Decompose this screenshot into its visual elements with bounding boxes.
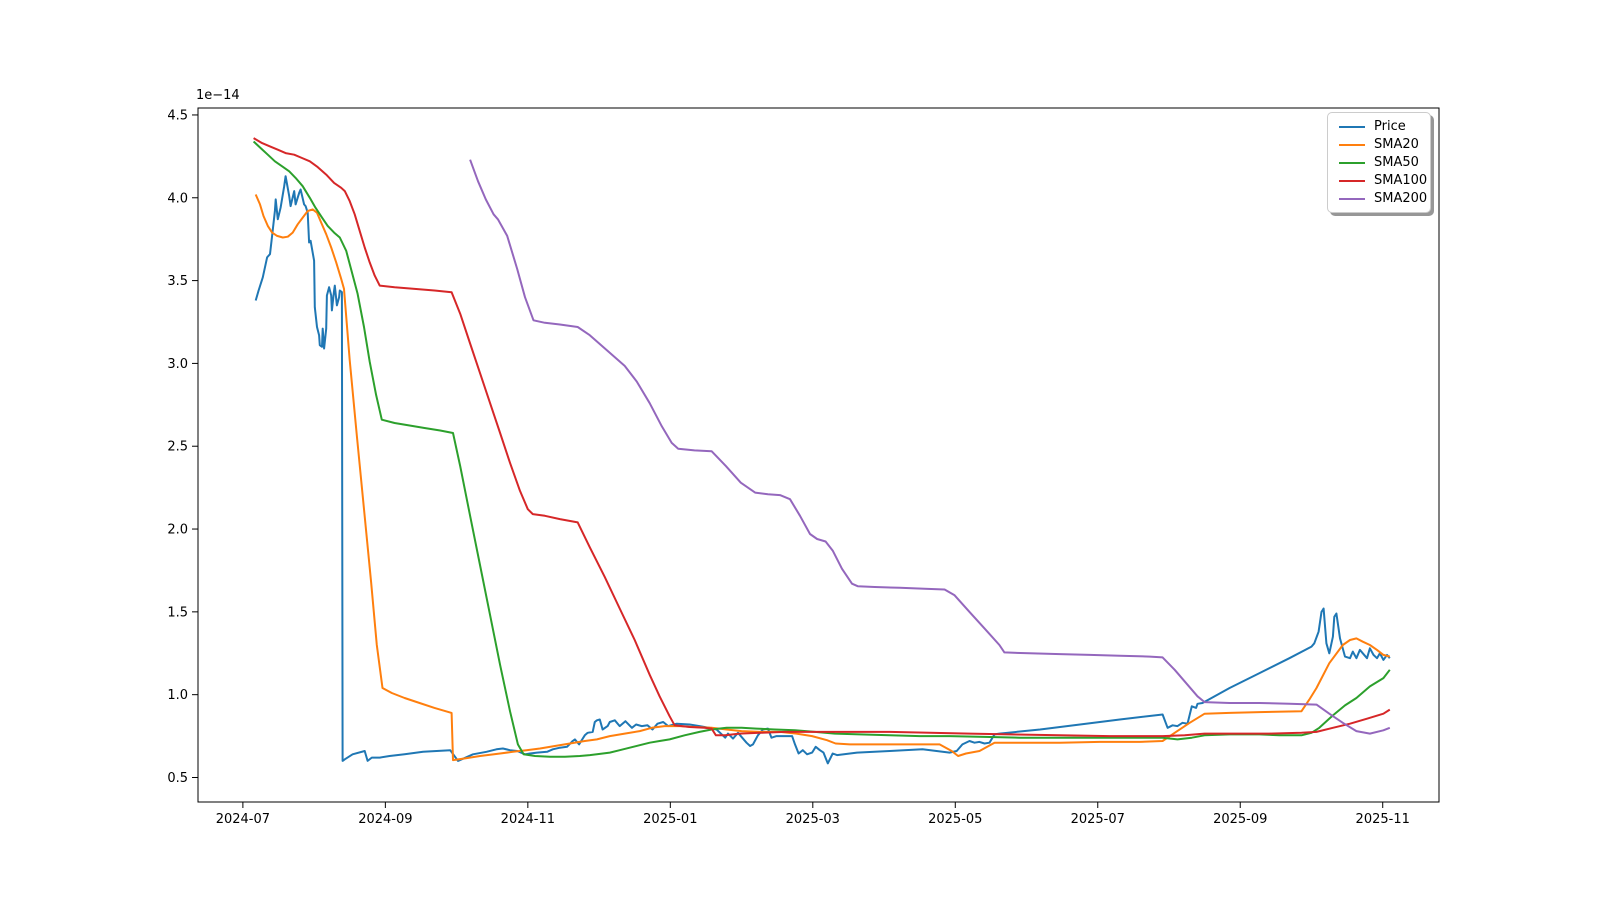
y-tick-label: 2.5 bbox=[167, 440, 188, 455]
series-line-price bbox=[254, 175, 1391, 765]
x-tick-label: 2024-11 bbox=[501, 812, 555, 827]
legend-entry-sma20: SMA20 bbox=[1339, 136, 1430, 153]
x-tick-label: 2024-09 bbox=[358, 812, 412, 827]
x-tick-label: 2025-09 bbox=[1213, 812, 1267, 827]
x-tick-label: 2025-07 bbox=[1071, 812, 1125, 827]
legend-label-price: Price bbox=[1374, 119, 1406, 134]
y-tick-label: 1.5 bbox=[167, 605, 188, 620]
plot-area-border bbox=[197, 107, 1440, 803]
series-line-sma20 bbox=[254, 194, 1391, 762]
legend-line-sample-price bbox=[1339, 125, 1365, 128]
legend-line-sample-sma50 bbox=[1339, 161, 1365, 164]
legend-line-sample-sma100 bbox=[1339, 179, 1365, 182]
legend-entry-sma50: SMA50 bbox=[1339, 154, 1430, 171]
y-tick-label: 4.5 bbox=[167, 108, 188, 123]
y-axis-offset-label: 1e−14 bbox=[196, 88, 240, 103]
legend-entry-sma200: SMA200 bbox=[1339, 190, 1430, 207]
legend-label-sma100: SMA100 bbox=[1374, 173, 1428, 188]
legend-label-sma20: SMA20 bbox=[1374, 137, 1419, 152]
legend-entry-price: Price bbox=[1339, 118, 1430, 135]
x-tick-label: 2025-11 bbox=[1356, 812, 1410, 827]
legend-entry-sma100: SMA100 bbox=[1339, 172, 1430, 189]
legend: Price SMA20 SMA50 SMA100 SMA200 bbox=[1327, 112, 1431, 213]
x-tick-label: 2025-05 bbox=[928, 812, 982, 827]
y-tick-label: 3.0 bbox=[167, 357, 188, 372]
x-tick-label: 2024-07 bbox=[216, 812, 270, 827]
legend-line-sample-sma200 bbox=[1339, 197, 1365, 200]
y-tick-label: 2.0 bbox=[167, 523, 188, 538]
x-tick-label: 2025-01 bbox=[643, 812, 697, 827]
y-tick-label: 4.0 bbox=[167, 191, 188, 206]
legend-label-sma200: SMA200 bbox=[1374, 191, 1428, 206]
legend-line-sample-sma20 bbox=[1339, 143, 1365, 146]
y-tick-label: 3.5 bbox=[167, 274, 188, 289]
series-line-sma50 bbox=[252, 140, 1391, 758]
legend-label-sma50: SMA50 bbox=[1374, 155, 1419, 170]
x-tick-label: 2025-03 bbox=[786, 812, 840, 827]
y-tick-label: 1.0 bbox=[167, 688, 188, 703]
series-line-sma200 bbox=[469, 159, 1391, 735]
series-line-sma100 bbox=[253, 137, 1391, 738]
y-tick-label: 0.5 bbox=[167, 771, 188, 786]
